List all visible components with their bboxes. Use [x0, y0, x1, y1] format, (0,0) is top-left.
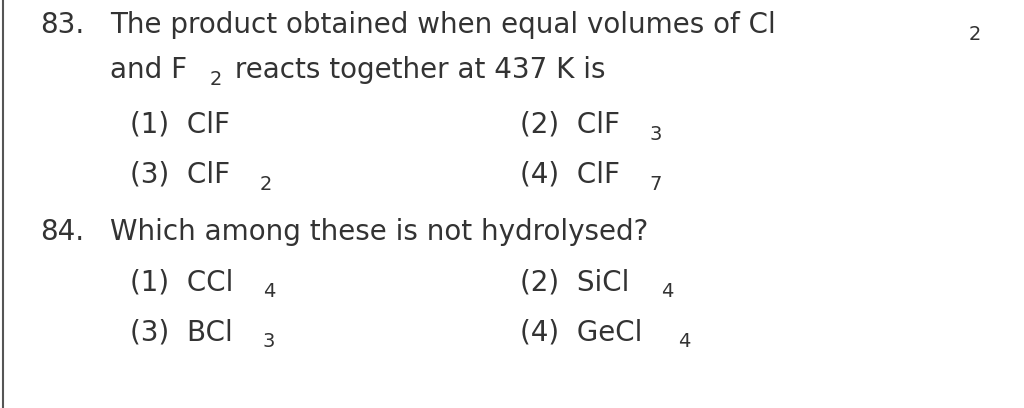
Text: 2: 2	[259, 175, 271, 194]
Text: (4)  ClF: (4) ClF	[520, 161, 620, 189]
Text: Which among these is not hydrolysed?: Which among these is not hydrolysed?	[110, 218, 648, 246]
Text: (3)  ClF: (3) ClF	[130, 161, 230, 189]
Text: (1)  ClF: (1) ClF	[130, 111, 230, 139]
Text: reacts together at 437 K is: reacts together at 437 K is	[226, 56, 606, 84]
Text: 7: 7	[649, 175, 662, 194]
Text: (4)  GeCl: (4) GeCl	[520, 318, 642, 346]
Text: (2)  SiCl: (2) SiCl	[520, 268, 630, 296]
Text: and F: and F	[110, 56, 187, 84]
Text: 84.: 84.	[40, 218, 84, 246]
Text: (2)  ClF: (2) ClF	[520, 111, 620, 139]
Text: (3)  BCl: (3) BCl	[130, 318, 232, 346]
Text: 3: 3	[649, 125, 662, 144]
Text: 2: 2	[210, 70, 222, 89]
Text: (1)  CCl: (1) CCl	[130, 268, 233, 296]
Text: 4: 4	[662, 282, 674, 301]
Text: 4: 4	[678, 332, 690, 351]
Text: 4: 4	[263, 282, 275, 301]
Text: 83.: 83.	[40, 11, 84, 39]
Text: The product obtained when equal volumes of Cl: The product obtained when equal volumes …	[110, 11, 776, 39]
Text: 3: 3	[262, 332, 275, 351]
Text: 2: 2	[969, 25, 981, 44]
